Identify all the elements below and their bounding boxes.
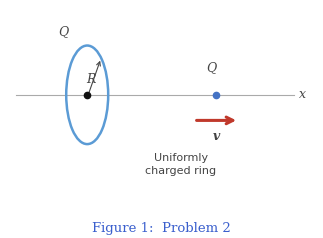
Text: Figure 1:  Problem 2: Figure 1: Problem 2 bbox=[92, 222, 231, 235]
Text: Uniformly
charged ring: Uniformly charged ring bbox=[145, 153, 216, 176]
Text: v: v bbox=[213, 130, 220, 143]
Text: x: x bbox=[298, 88, 306, 101]
Text: Q: Q bbox=[58, 25, 68, 38]
Text: Q: Q bbox=[206, 61, 217, 74]
Text: R: R bbox=[86, 73, 95, 86]
